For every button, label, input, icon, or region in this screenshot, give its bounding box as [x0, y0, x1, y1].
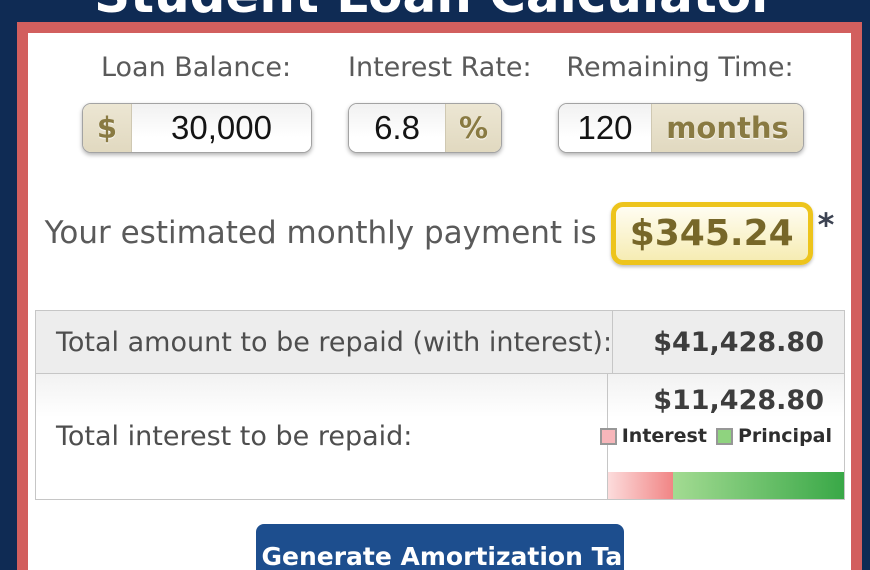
interest-principal-bar — [608, 472, 844, 499]
total-repaid-value: $41,428.80 — [612, 311, 844, 373]
table-row-total-repaid: Total amount to be repaid (with interest… — [36, 311, 844, 374]
loan-balance-input[interactable] — [132, 104, 311, 152]
loan-balance-input-group: $ — [82, 103, 312, 153]
bar-principal-segment — [673, 472, 844, 499]
remaining-time-label: Remaining Time: — [566, 52, 794, 83]
months-suffix: months — [651, 104, 803, 152]
percent-suffix: % — [445, 104, 501, 152]
interest-legend-label: Interest — [621, 425, 707, 447]
interest-rate-input-group: % — [348, 103, 502, 153]
principal-legend-label: Principal — [737, 425, 832, 447]
table-row-total-interest: Total interest to be repaid: $11,428.80 … — [36, 374, 844, 499]
total-interest-label: Total interest to be repaid: — [56, 421, 413, 452]
total-interest-cell: $11,428.80 Interest Principal — [599, 374, 844, 499]
interest-principal-legend: Interest Principal — [599, 425, 844, 447]
footnote-asterisk: * — [817, 206, 835, 244]
monthly-payment-amount: $345.24 — [610, 201, 813, 265]
payment-text: Your estimated monthly payment is — [44, 215, 597, 251]
summary-table: Total amount to be repaid (with interest… — [35, 310, 845, 500]
calculator-panel: Loan Balance: Interest Rate: Remaining T… — [17, 22, 862, 570]
remaining-time-input[interactable] — [559, 104, 651, 152]
interest-rate-input[interactable] — [349, 104, 445, 152]
total-interest-value: $11,428.80 — [653, 385, 824, 416]
principal-swatch — [715, 427, 733, 445]
generate-amortization-button[interactable]: Generate Amortization Table — [255, 524, 666, 570]
payment-summary: Your estimated monthly payment is $345.2… — [28, 198, 851, 268]
interest-swatch — [599, 427, 617, 445]
bar-interest-segment — [608, 472, 674, 499]
remaining-time-input-group: months — [558, 103, 804, 153]
interest-rate-label: Interest Rate: — [348, 52, 532, 83]
page-title: Student Loan Calculator — [0, 0, 870, 24]
total-repaid-label: Total amount to be repaid (with interest… — [56, 326, 613, 358]
loan-balance-label: Loan Balance: — [100, 52, 292, 83]
dollar-prefix: $ — [83, 104, 132, 152]
